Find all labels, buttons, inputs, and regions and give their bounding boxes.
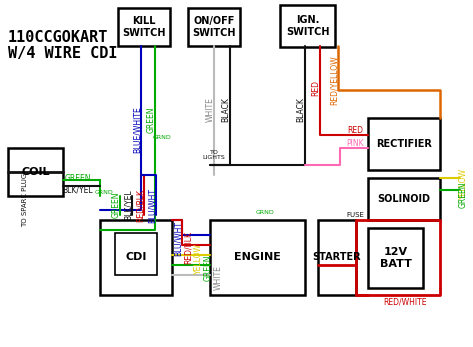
Text: TO SPARK PLUG: TO SPARK PLUG	[22, 173, 28, 227]
Bar	[280, 5, 335, 47]
Bar	[100, 220, 172, 295]
Text: STARTER: STARTER	[313, 253, 361, 262]
Text: BLACK: BLACK	[297, 98, 306, 122]
Bar	[318, 220, 356, 295]
Text: RED/WHITE: RED/WHITE	[383, 297, 427, 306]
Text: BLACK: BLACK	[221, 98, 230, 122]
Text: RED: RED	[312, 80, 321, 96]
Bar	[368, 178, 440, 220]
Text: SOLINOID: SOLINOID	[377, 194, 430, 204]
Text: GRND: GRND	[153, 135, 171, 139]
Text: GREEN: GREEN	[112, 192, 121, 218]
Text: W/4 WIRE CDI: W/4 WIRE CDI	[8, 46, 117, 61]
Text: ON/OFF
SWITCH: ON/OFF SWITCH	[192, 16, 236, 38]
Bar	[368, 228, 423, 288]
Bar	[368, 118, 440, 170]
Bar	[210, 220, 305, 295]
Text: 12V
BATT: 12V BATT	[379, 247, 412, 269]
Text: GRND: GRND	[255, 210, 274, 214]
Text: RED/BLK: RED/BLK	[135, 188, 144, 221]
Text: COIL: COIL	[21, 167, 50, 177]
Text: FUSE: FUSE	[346, 212, 364, 218]
Bar	[115, 233, 157, 275]
Text: GREEN: GREEN	[65, 174, 91, 183]
Text: YELLOW: YELLOW	[458, 168, 467, 198]
Text: WHITE: WHITE	[205, 98, 214, 122]
Text: GREEN: GREEN	[147, 107, 156, 133]
Text: BLU/WHT: BLU/WHT	[174, 220, 183, 255]
Text: GRND: GRND	[95, 189, 114, 195]
Text: TO
LIGHTS: TO LIGHTS	[202, 150, 225, 160]
Text: KILL
SWITCH: KILL SWITCH	[122, 16, 166, 38]
Text: 110CCGOKART: 110CCGOKART	[8, 30, 108, 45]
Text: GREEN: GREEN	[458, 182, 467, 208]
Text: IGN.
SWITCH: IGN. SWITCH	[286, 15, 329, 37]
Text: CDI: CDI	[125, 253, 147, 262]
Text: ENGINE: ENGINE	[234, 253, 281, 262]
Bar	[188, 8, 240, 46]
Text: RECTIFIER: RECTIFIER	[376, 139, 432, 149]
Text: GREEN: GREEN	[203, 255, 212, 281]
Text: BLU/WHT: BLU/WHT	[148, 187, 157, 222]
Bar	[118, 8, 170, 46]
Text: RED: RED	[347, 126, 363, 135]
Text: WHITE: WHITE	[213, 265, 222, 290]
Text: RED/BLK: RED/BLK	[184, 231, 193, 264]
Text: BLK/YEL: BLK/YEL	[123, 190, 132, 220]
Text: PINK: PINK	[346, 138, 364, 147]
Text: BLK/YEL: BLK/YEL	[63, 186, 93, 195]
Text: BLUE/WHITE: BLUE/WHITE	[132, 107, 141, 153]
Bar	[8, 148, 63, 196]
Text: YELLOW: YELLOW	[193, 243, 202, 273]
Text: RED/YELLOW: RED/YELLOW	[330, 55, 339, 105]
